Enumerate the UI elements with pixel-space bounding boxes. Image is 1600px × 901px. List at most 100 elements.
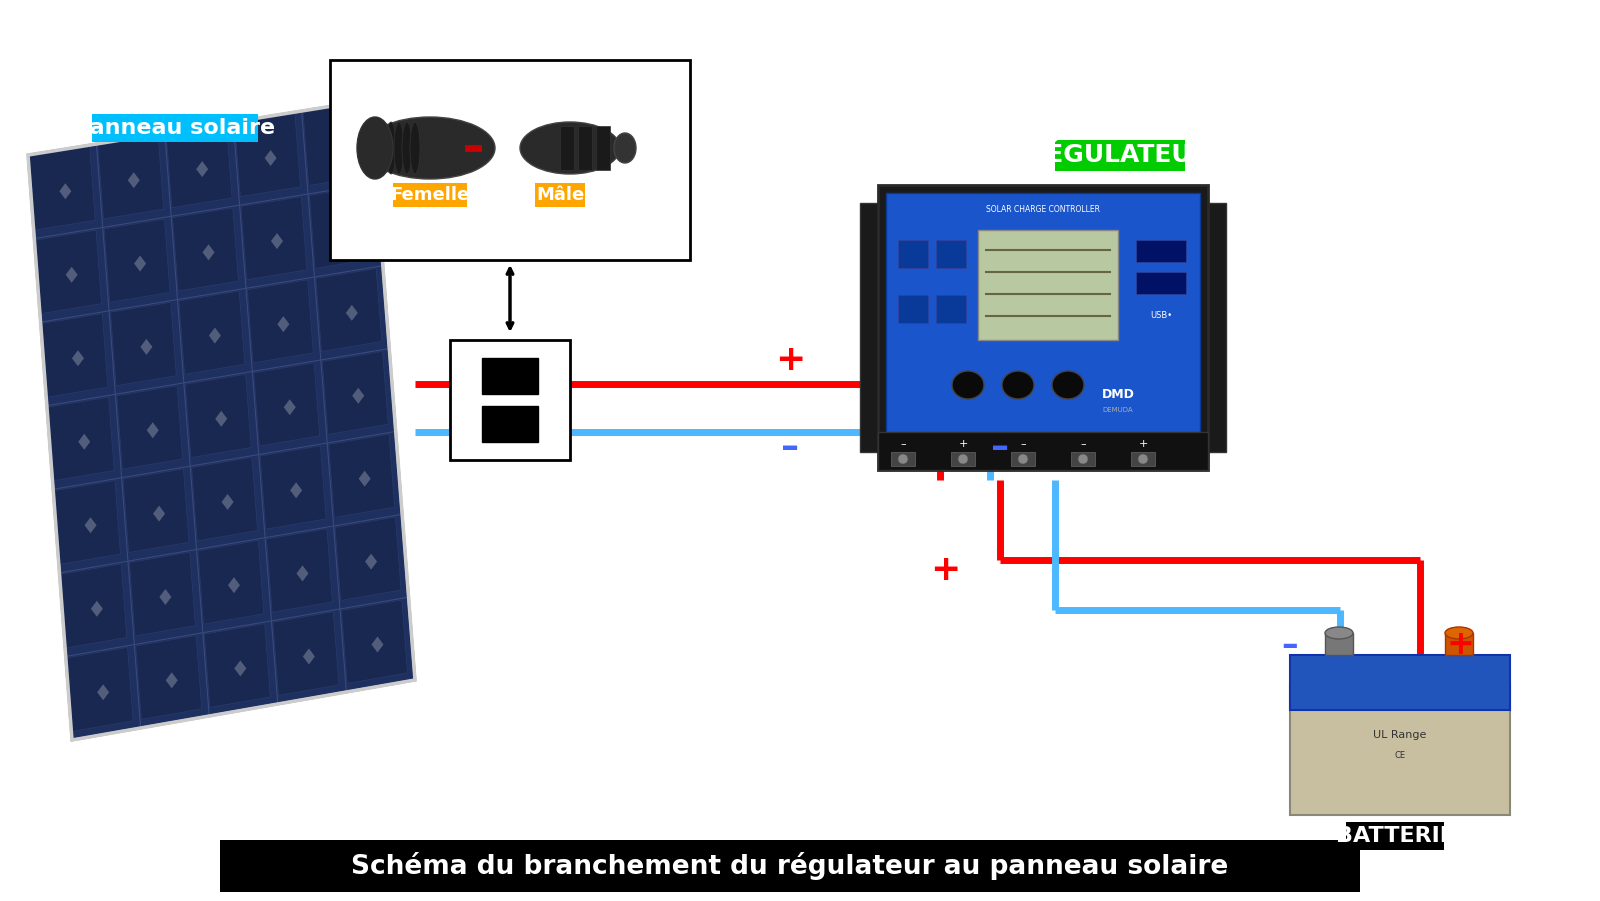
Polygon shape [123, 469, 189, 552]
Polygon shape [328, 434, 395, 517]
Polygon shape [302, 103, 370, 186]
Ellipse shape [1018, 454, 1027, 464]
Polygon shape [296, 566, 309, 581]
Ellipse shape [1053, 371, 1085, 399]
Bar [890, 230, 970, 340]
Bar [560, 126, 574, 170]
Polygon shape [173, 208, 238, 291]
Bar [861, 203, 878, 452]
Polygon shape [91, 601, 102, 617]
Polygon shape [283, 399, 296, 415]
Text: Panneau solaire: Panneau solaire [75, 118, 275, 138]
Ellipse shape [394, 122, 403, 174]
Polygon shape [339, 222, 352, 238]
Polygon shape [341, 600, 408, 684]
Bar [1290, 655, 1510, 710]
Polygon shape [35, 231, 101, 314]
Text: +: + [958, 439, 968, 449]
Ellipse shape [402, 122, 413, 174]
Polygon shape [371, 636, 384, 652]
Ellipse shape [357, 117, 394, 179]
FancyBboxPatch shape [91, 114, 258, 142]
Polygon shape [261, 446, 326, 529]
Bar [1290, 685, 1510, 815]
Polygon shape [72, 350, 83, 366]
Polygon shape [198, 541, 264, 624]
Text: Mâle: Mâle [536, 186, 584, 204]
Text: RÉGULATEUR: RÉGULATEUR [1029, 143, 1211, 167]
Polygon shape [264, 150, 277, 166]
Text: –: – [781, 431, 798, 465]
Text: –: – [1282, 629, 1298, 661]
Text: DMD: DMD [1101, 388, 1134, 402]
Polygon shape [128, 172, 139, 188]
Polygon shape [216, 411, 227, 427]
Text: –: – [1021, 439, 1026, 449]
Polygon shape [117, 386, 182, 469]
Polygon shape [210, 328, 221, 343]
Polygon shape [98, 136, 163, 219]
Bar [936, 240, 966, 268]
Polygon shape [147, 423, 158, 438]
Polygon shape [302, 649, 315, 664]
Polygon shape [277, 316, 290, 332]
Bar [891, 452, 915, 466]
Bar [878, 185, 1208, 470]
Ellipse shape [952, 371, 984, 399]
FancyBboxPatch shape [1056, 140, 1184, 170]
Polygon shape [315, 268, 382, 351]
Polygon shape [141, 339, 152, 355]
Bar [950, 452, 974, 466]
Bar [886, 193, 1200, 433]
Bar [936, 295, 966, 323]
Polygon shape [242, 196, 307, 279]
FancyBboxPatch shape [534, 183, 586, 206]
Polygon shape [66, 267, 78, 283]
Ellipse shape [1138, 454, 1149, 464]
Polygon shape [61, 564, 126, 648]
Polygon shape [78, 433, 90, 450]
Polygon shape [54, 480, 120, 564]
Bar [898, 295, 928, 323]
Polygon shape [352, 387, 365, 404]
Polygon shape [222, 494, 234, 510]
Bar [978, 230, 1118, 340]
Text: BATTERIE: BATTERIE [1336, 826, 1454, 846]
Polygon shape [130, 552, 195, 636]
Polygon shape [192, 458, 258, 541]
Ellipse shape [1078, 454, 1088, 464]
Polygon shape [274, 612, 339, 696]
FancyBboxPatch shape [392, 183, 467, 206]
Polygon shape [267, 529, 333, 613]
Polygon shape [48, 397, 114, 481]
Text: +: + [774, 343, 805, 377]
Bar [482, 358, 538, 394]
Polygon shape [346, 305, 358, 321]
Text: +: + [1446, 629, 1474, 661]
Bar [578, 126, 592, 170]
Ellipse shape [365, 117, 494, 179]
Bar [1126, 230, 1194, 310]
Bar [482, 406, 538, 442]
Polygon shape [179, 291, 245, 374]
Ellipse shape [520, 122, 621, 174]
Polygon shape [166, 124, 232, 208]
Text: +: + [1138, 439, 1147, 449]
Ellipse shape [370, 122, 381, 174]
Polygon shape [309, 186, 376, 268]
Ellipse shape [1325, 627, 1354, 639]
Bar [221, 840, 1360, 892]
Polygon shape [29, 147, 96, 230]
Ellipse shape [410, 122, 419, 174]
Text: Schéma du branchement du régulateur au panneau solaire: Schéma du branchement du régulateur au p… [352, 852, 1229, 880]
Ellipse shape [614, 133, 637, 163]
Polygon shape [154, 505, 165, 522]
Polygon shape [104, 219, 170, 303]
Polygon shape [59, 183, 72, 199]
Text: –: – [990, 431, 1010, 465]
Polygon shape [290, 482, 302, 498]
Polygon shape [254, 363, 320, 446]
Ellipse shape [898, 454, 909, 464]
Ellipse shape [378, 122, 387, 174]
Polygon shape [365, 553, 378, 569]
